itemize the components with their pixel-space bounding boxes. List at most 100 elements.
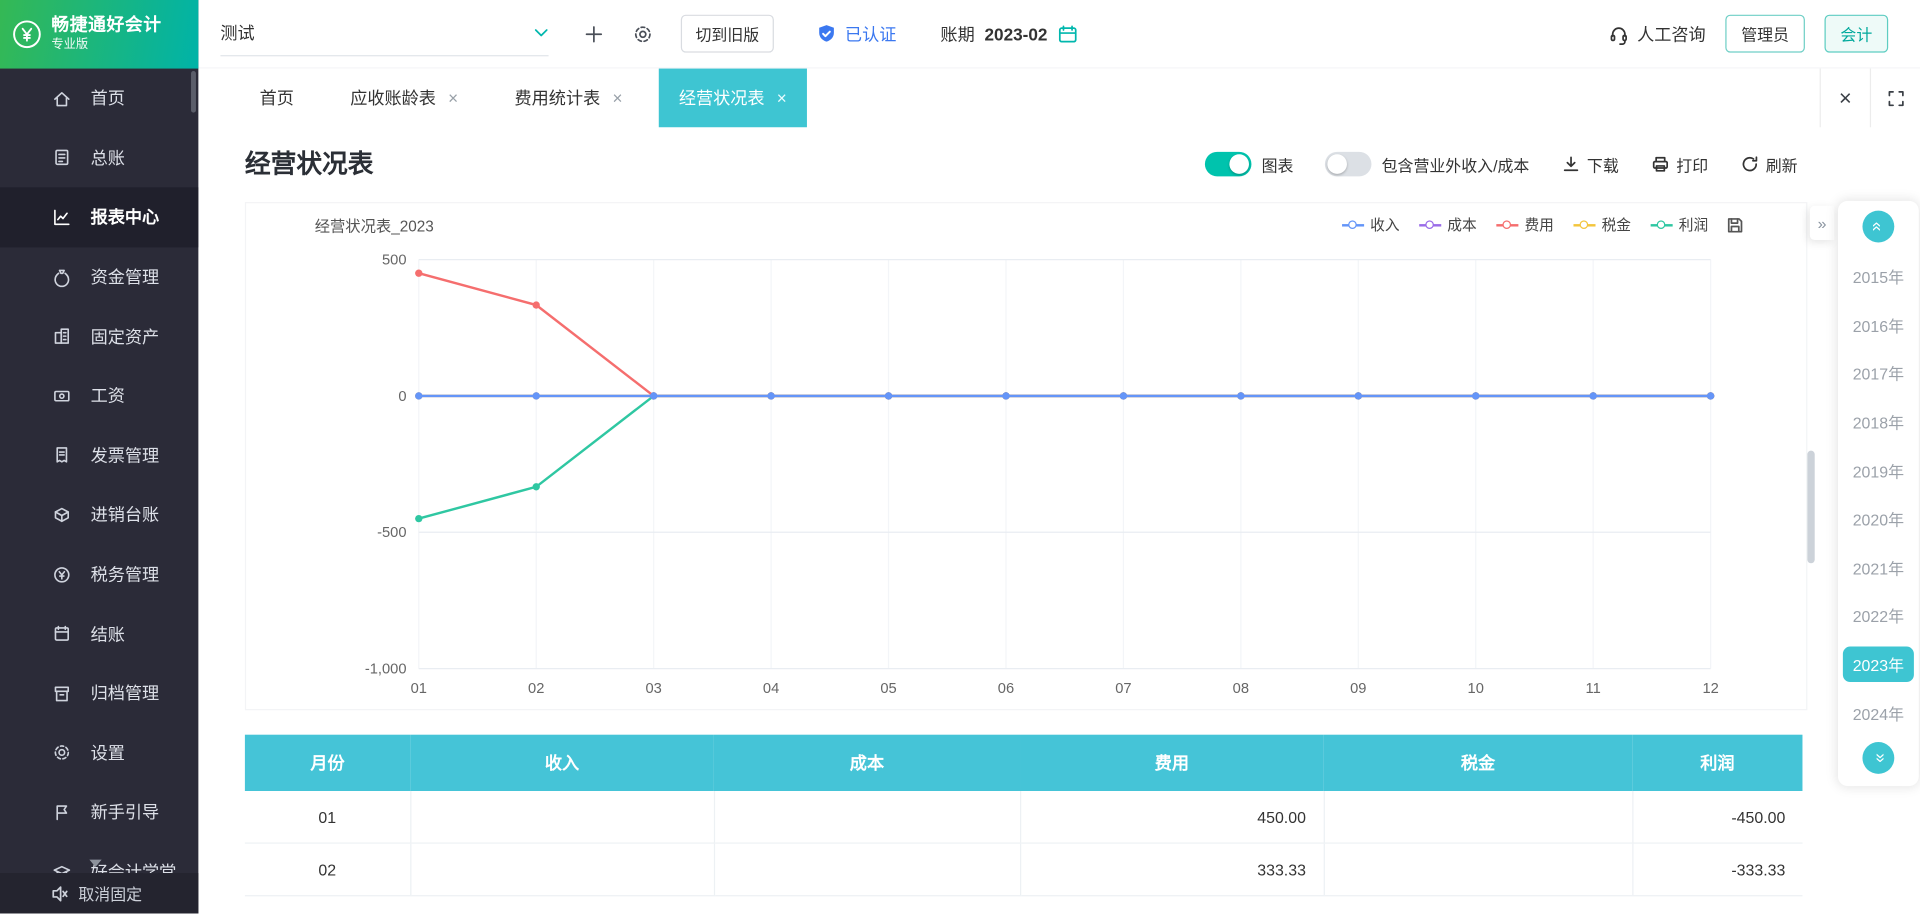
tab-2[interactable]: 费用统计表 × (495, 69, 642, 128)
sidebar-item-4[interactable]: 固定资产 (0, 307, 198, 367)
tab-close-icon[interactable]: × (612, 88, 623, 108)
accountant-button[interactable]: 会计 (1824, 14, 1889, 53)
svg-text:04: 04 (763, 681, 779, 697)
sidebar-item-11[interactable]: 设置 (0, 723, 198, 783)
sidebar-item-label: 工资 (90, 386, 125, 406)
workspace-name: 测试 (220, 23, 255, 43)
legend-item-3[interactable]: 税金 (1573, 214, 1631, 235)
include-nonoperating-label: 包含营业外收入/成本 (1381, 156, 1530, 175)
sidebar: 畅捷通好会计 专业版 首页 总账 报表中心 资金管理 固定资产 工资 发票管理 进销台账 税务管… (0, 0, 199, 914)
sidebar-item-0[interactable]: 首页 (0, 69, 198, 129)
tab-list: 首页 应收账龄表 × 费用统计表 × 经营状况表 × (240, 68, 824, 128)
year-option-2023[interactable]: 2023年 (1838, 640, 1919, 688)
sidebar-item-label: 归档管理 (90, 683, 160, 704)
chevron-right-double-icon: » (1817, 213, 1827, 233)
logo-coin-icon (11, 18, 43, 50)
year-option-label: 2024年 (1852, 704, 1905, 724)
table-cell (1323, 791, 1633, 844)
unpin-sidebar-button[interactable]: 取消固定 (0, 873, 199, 914)
year-scroll-up-button[interactable]: « (1862, 210, 1895, 243)
gear-icon[interactable] (632, 23, 654, 45)
sidebar-scroll-down-icon[interactable] (89, 859, 102, 867)
collapse-year-panel-button[interactable]: » (1809, 205, 1835, 241)
legend-item-2[interactable]: 费用 (1496, 214, 1554, 235)
svg-text:0: 0 (398, 389, 406, 405)
year-scroll-down-button[interactable]: « (1862, 741, 1895, 774)
year-option-2021[interactable]: 2021年 (1838, 543, 1919, 591)
sidebar-item-9[interactable]: 结账 (0, 604, 198, 664)
tab-1[interactable]: 应收账龄表 × (331, 69, 478, 128)
table-cell (1323, 843, 1633, 897)
calendar-icon (1057, 23, 1079, 45)
invoice-icon (51, 445, 72, 466)
download-button[interactable]: 下载 (1561, 152, 1619, 175)
workspace-select[interactable]: 测试 (220, 11, 549, 57)
print-button[interactable]: 打印 (1651, 152, 1708, 175)
sidebar-item-8[interactable]: 税务管理 (0, 545, 198, 605)
admin-button[interactable]: 管理员 (1725, 14, 1805, 53)
legend-item-4[interactable]: 利润 (1650, 214, 1709, 235)
year-option-2020[interactable]: 2020年 (1838, 495, 1919, 543)
tab-close-icon[interactable]: × (448, 88, 459, 108)
sidebar-item-label: 首页 (90, 88, 125, 109)
sidebar-item-2[interactable]: 报表中心 (0, 187, 199, 248)
year-option-2018[interactable]: 2018年 (1838, 398, 1919, 446)
year-option-2017[interactable]: 2017年 (1838, 349, 1919, 397)
sidebar-item-label: 进销台账 (90, 505, 160, 525)
sidebar-item-1[interactable]: 总账 (0, 128, 198, 188)
year-option-2022[interactable]: 2022年 (1838, 592, 1919, 640)
add-account-set-button[interactable] (583, 23, 605, 45)
sidebar-item-label: 设置 (90, 743, 125, 763)
legend-item-0[interactable]: 收入 (1341, 214, 1400, 235)
sidebar-item-7[interactable]: 进销台账 (0, 485, 198, 545)
content-scrollbar[interactable] (1807, 450, 1815, 564)
include-nonoperating-toggle[interactable] (1325, 151, 1372, 177)
year-option-2024[interactable]: 2024年 (1838, 689, 1919, 737)
svg-text:05: 05 (880, 681, 896, 697)
tab-3[interactable]: 经营状况表 × (659, 68, 807, 128)
manual-consult-button[interactable]: 人工咨询 (1608, 21, 1706, 45)
tax-icon (51, 564, 72, 585)
sidebar-item-10[interactable]: 归档管理 (0, 664, 198, 724)
chart-toggle-label: 图表 (1261, 156, 1294, 175)
year-option-2015[interactable]: 2015年 (1838, 252, 1919, 300)
table-cell: 01 (244, 791, 411, 844)
sidebar-item-5[interactable]: 工资 (0, 366, 198, 426)
chart-toggle[interactable] (1205, 151, 1252, 177)
tab-0[interactable]: 首页 (240, 69, 313, 128)
column-header: 成本 (713, 734, 1021, 792)
sidebar-item-6[interactable]: 发票管理 (0, 426, 198, 486)
legend-label: 利润 (1678, 216, 1709, 234)
close-all-tabs-button[interactable]: × (1819, 68, 1870, 128)
refresh-icon (1740, 154, 1760, 174)
save-image-icon[interactable] (1725, 215, 1745, 235)
ledger-icon (51, 147, 72, 168)
svg-text:500: 500 (382, 252, 407, 268)
sidebar-item-3[interactable]: 资金管理 (0, 247, 198, 307)
svg-text:12: 12 (1702, 681, 1718, 697)
tab-close-icon[interactable]: × (776, 88, 787, 108)
sidebar-item-label: 资金管理 (90, 267, 160, 287)
sidebar-item-13[interactable]: 好会计学堂 (0, 842, 198, 874)
svg-text:-1,000: -1,000 (365, 661, 407, 677)
period-value: 2023-02 (984, 23, 1048, 44)
sidebar-item-12[interactable]: 新手引导 (0, 783, 198, 843)
legend-label: 费用 (1524, 216, 1554, 234)
year-option-2016[interactable]: 2016年 (1838, 301, 1919, 349)
period-picker[interactable]: 账期 2023-02 (940, 21, 1079, 45)
main-area: 测试 切到旧版 已认证 账期 2023-02 (198, 0, 1920, 914)
svg-text:07: 07 (1115, 681, 1131, 697)
home-icon (51, 88, 72, 109)
guide-icon (51, 802, 72, 823)
legend-item-1[interactable]: 成本 (1419, 214, 1477, 235)
archive-icon (51, 683, 72, 704)
sidebar-nav: 首页总账报表中心资金管理固定资产工资发票管理进销台账税务管理 结账归档管理设置新手… (0, 69, 199, 874)
sidebar-item-label: 报表中心 (90, 207, 160, 228)
year-option-2019[interactable]: 2019年 (1838, 446, 1919, 494)
fullscreen-icon[interactable] (1869, 68, 1920, 128)
certified-badge[interactable]: 已认证 (816, 21, 896, 45)
sidebar-scrollbar[interactable] (191, 71, 196, 113)
tab-label: 应收账龄表 (350, 88, 436, 108)
refresh-button[interactable]: 刷新 (1740, 152, 1798, 175)
switch-old-version-button[interactable]: 切到旧版 (680, 14, 774, 53)
